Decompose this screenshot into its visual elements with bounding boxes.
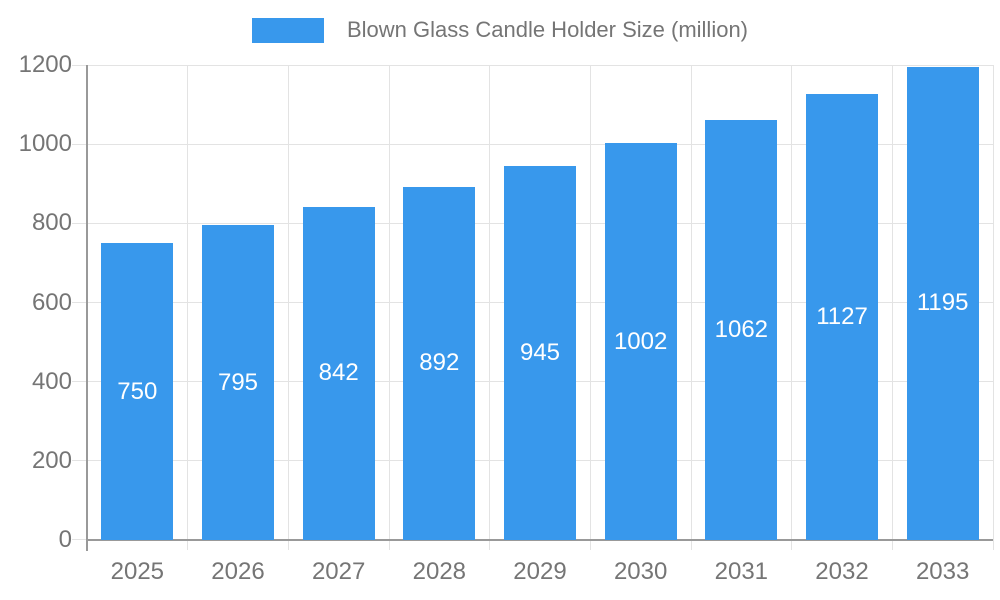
bar-value-label: 945 [519, 338, 561, 366]
bar-value-label: 795 [217, 368, 259, 396]
x-gridline [891, 65, 893, 550]
x-tick-label: 2028 [412, 558, 467, 585]
x-gridline [791, 65, 793, 550]
x-gridline [187, 65, 189, 550]
x-tick-label: 2026 [211, 558, 265, 585]
y-axis-line [86, 65, 88, 551]
x-tick-label: 2027 [311, 558, 366, 585]
bar-value-label: 1195 [916, 289, 969, 317]
x-tick-label: 2029 [513, 558, 567, 585]
chart-legend: Blown Glass Candle Holder Size (million) [0, 17, 1000, 43]
bar-value-label: 1062 [714, 315, 769, 343]
bar[interactable] [403, 186, 476, 540]
x-tick-label: 2025 [110, 558, 165, 585]
x-tick-label: 2032 [815, 558, 869, 585]
x-tick-label: 2033 [915, 558, 970, 585]
y-tick-label: 800 [31, 209, 72, 237]
x-gridline [690, 65, 692, 550]
legend-series-label: Blown Glass Candle Holder Size (million) [346, 17, 749, 42]
y-tick-label: 0 [58, 526, 72, 553]
y-tick-label: 600 [31, 288, 72, 316]
bar[interactable] [302, 206, 375, 540]
bar-value-label: 842 [318, 359, 359, 387]
x-gridline [589, 65, 591, 550]
legend-color-swatch [251, 17, 324, 43]
bar[interactable] [705, 119, 778, 540]
x-gridline [388, 65, 390, 550]
bar[interactable] [604, 143, 677, 540]
bar[interactable] [101, 243, 174, 540]
bar-value-label: 1127 [816, 302, 868, 330]
y-tick-label: 200 [31, 446, 72, 474]
y-gridline [72, 64, 993, 66]
y-tick-label: 1200 [18, 51, 72, 78]
bar[interactable] [906, 66, 979, 540]
y-tick-label: 400 [31, 367, 72, 395]
bar-value-label: 892 [419, 349, 460, 377]
x-tick-label: 2030 [613, 558, 668, 585]
y-gridline [72, 143, 993, 145]
x-gridline [287, 65, 289, 550]
x-tick-label: 2031 [714, 558, 769, 585]
bar[interactable] [202, 225, 274, 540]
y-tick-label: 1000 [18, 130, 72, 158]
x-gridline [992, 65, 994, 550]
bar-value-label: 1002 [613, 327, 668, 355]
bar-value-label: 750 [117, 377, 158, 405]
y-tick-mark [72, 539, 87, 540]
x-gridline [489, 65, 491, 550]
x-axis-line [86, 539, 993, 541]
legend-item[interactable]: Blown Glass Candle Holder Size (million) [251, 17, 749, 43]
bar[interactable] [806, 93, 878, 540]
bar[interactable] [504, 165, 576, 540]
